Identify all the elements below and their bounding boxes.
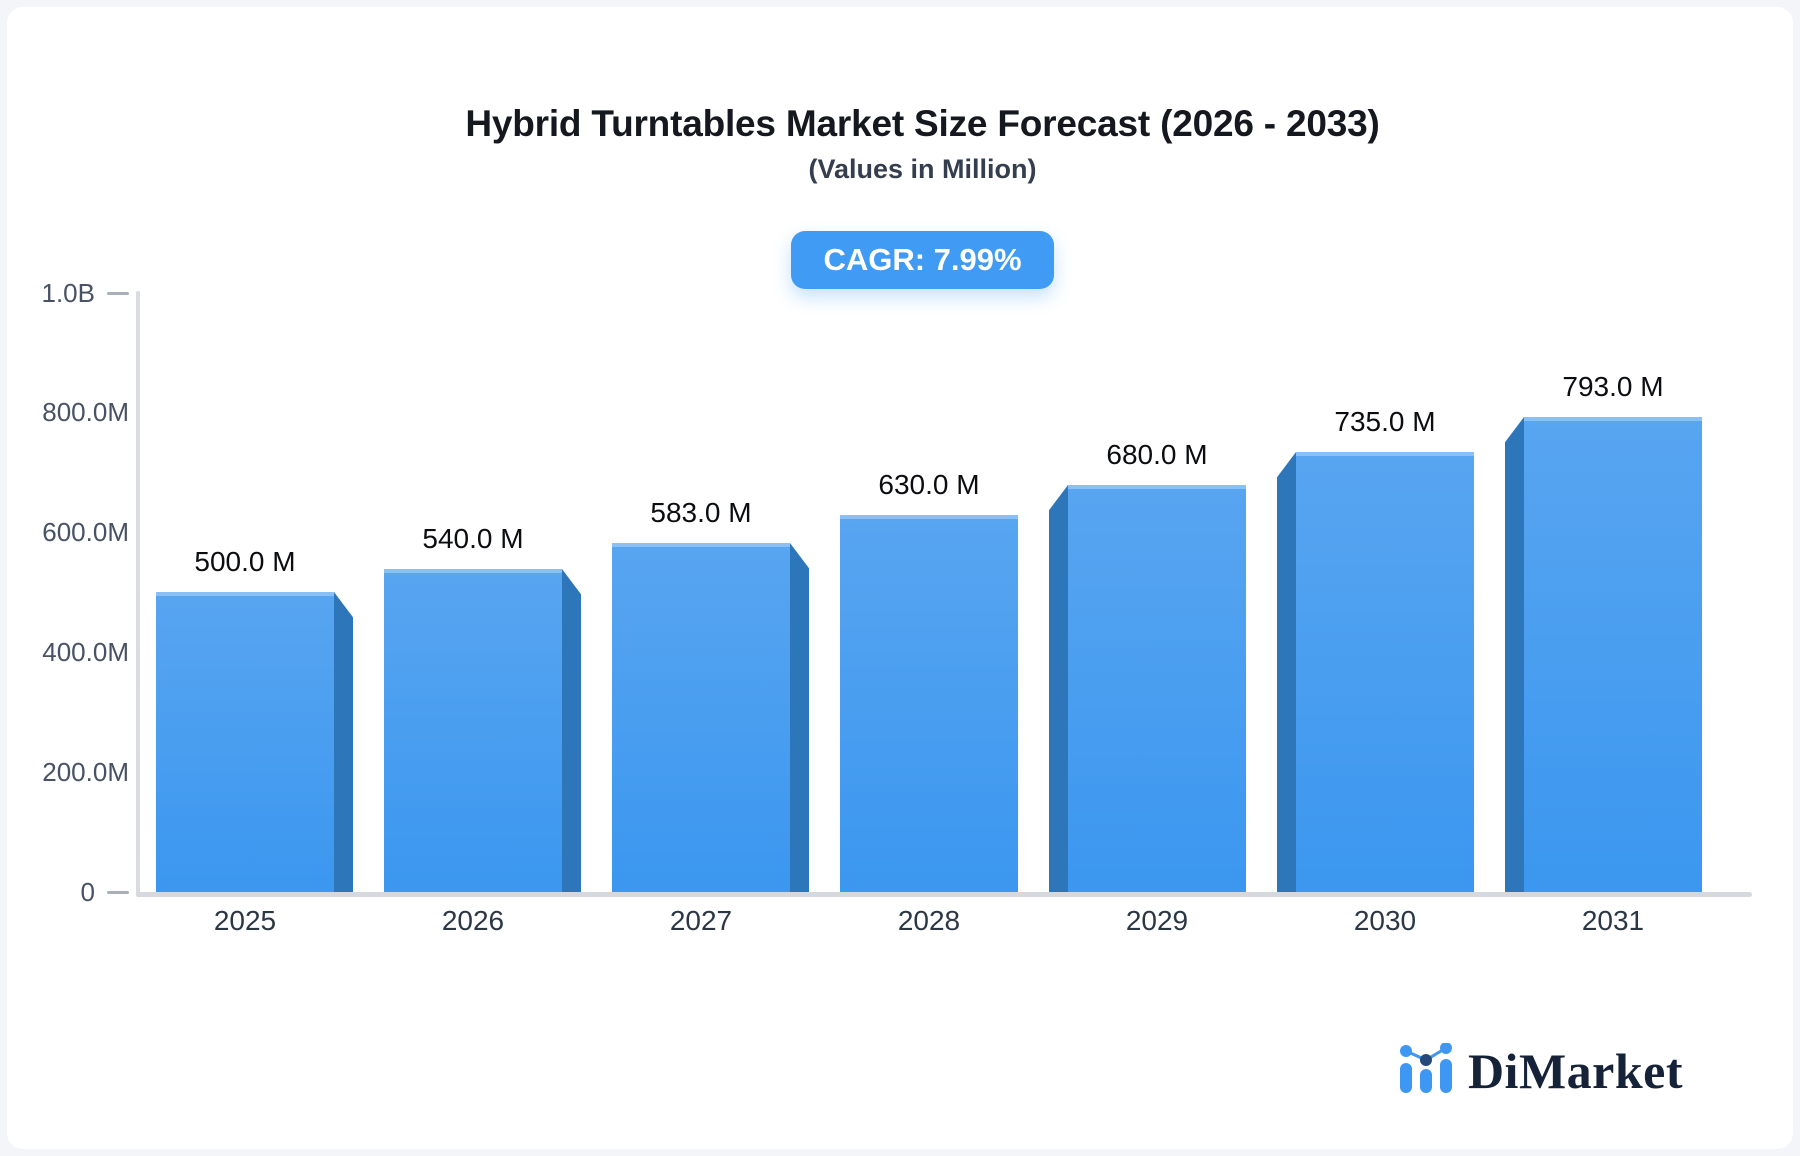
x-tick-label: 2026 bbox=[441, 905, 505, 936]
x-tick-label: 2028 bbox=[897, 905, 961, 936]
bar-value-label: 630.0 M bbox=[878, 469, 980, 500]
bar-value-label: 583.0 M bbox=[650, 497, 752, 528]
y-tick: 800.0M bbox=[7, 397, 147, 429]
bar-side-3d bbox=[562, 569, 581, 892]
brand-logo: DiMarket bbox=[1398, 1043, 1683, 1099]
chart-title: Hybrid Turntables Market Size Forecast (… bbox=[465, 103, 1380, 144]
bar-face bbox=[156, 592, 334, 892]
y-tick-label: 600.0M bbox=[42, 517, 129, 548]
bar-face bbox=[384, 569, 562, 892]
bar-chart-logo-icon bbox=[1399, 1043, 1452, 1093]
bar bbox=[612, 543, 809, 892]
bar-value-label: 500.0 M bbox=[194, 546, 296, 577]
y-tick: 400.0M bbox=[7, 636, 147, 668]
y-tick-label: 800.0M bbox=[42, 397, 129, 428]
bar-face bbox=[612, 543, 790, 892]
chart-card: Hybrid Turntables Market Size Forecast (… bbox=[7, 7, 1793, 1149]
bar-side-3d bbox=[1049, 485, 1068, 892]
bar-side-3d bbox=[790, 543, 809, 892]
y-tick-dash bbox=[107, 291, 129, 295]
y-tick: 200.0M bbox=[7, 756, 147, 788]
bar-chart: 1.0B 800.0M 600.0M 400.0M 200.0M 0 500.0 M 2025… bbox=[7, 7, 1793, 1149]
y-tick-label: 0 bbox=[80, 876, 95, 907]
x-tick-label: 2025 bbox=[213, 905, 277, 936]
bar bbox=[1049, 485, 1246, 892]
y-axis-line bbox=[136, 291, 140, 897]
bar bbox=[1277, 452, 1474, 892]
chart-subtitle: (Values in Million) bbox=[808, 154, 1037, 184]
bar bbox=[840, 515, 1018, 892]
cagr-badge: CAGR: 7.99% bbox=[791, 231, 1054, 289]
bar-value-label: 793.0 M bbox=[1562, 371, 1664, 402]
bar-value-label: 540.0 M bbox=[422, 523, 524, 554]
bar bbox=[1505, 417, 1702, 892]
y-tick: 1.0B bbox=[7, 277, 129, 309]
bar-value-label: 680.0 M bbox=[1106, 439, 1208, 470]
y-tick: 600.0M bbox=[7, 517, 147, 549]
bar-side-3d bbox=[1277, 452, 1296, 892]
bar bbox=[156, 592, 353, 892]
y-tick-label: 200.0M bbox=[42, 756, 129, 787]
bar-side-3d bbox=[334, 592, 353, 892]
bar-face bbox=[1296, 452, 1474, 892]
y-tick: 0 bbox=[7, 876, 129, 908]
bar-face bbox=[840, 515, 1018, 892]
logo-text: DiMarket bbox=[1467, 1043, 1683, 1099]
bar bbox=[384, 569, 581, 892]
y-tick-label: 400.0M bbox=[42, 636, 129, 667]
bar-face bbox=[1524, 417, 1702, 892]
x-tick-label: 2031 bbox=[1581, 905, 1645, 936]
x-tick-label: 2027 bbox=[669, 905, 733, 936]
bar-side-3d bbox=[1505, 417, 1524, 892]
bar-face bbox=[1068, 485, 1246, 892]
x-tick-label: 2029 bbox=[1125, 905, 1189, 936]
bar-value-label: 735.0 M bbox=[1334, 406, 1436, 437]
y-tick-label: 1.0B bbox=[41, 277, 96, 308]
y-tick-dash bbox=[107, 890, 129, 894]
x-tick-label: 2030 bbox=[1353, 905, 1417, 936]
x-axis-line bbox=[136, 892, 1752, 897]
